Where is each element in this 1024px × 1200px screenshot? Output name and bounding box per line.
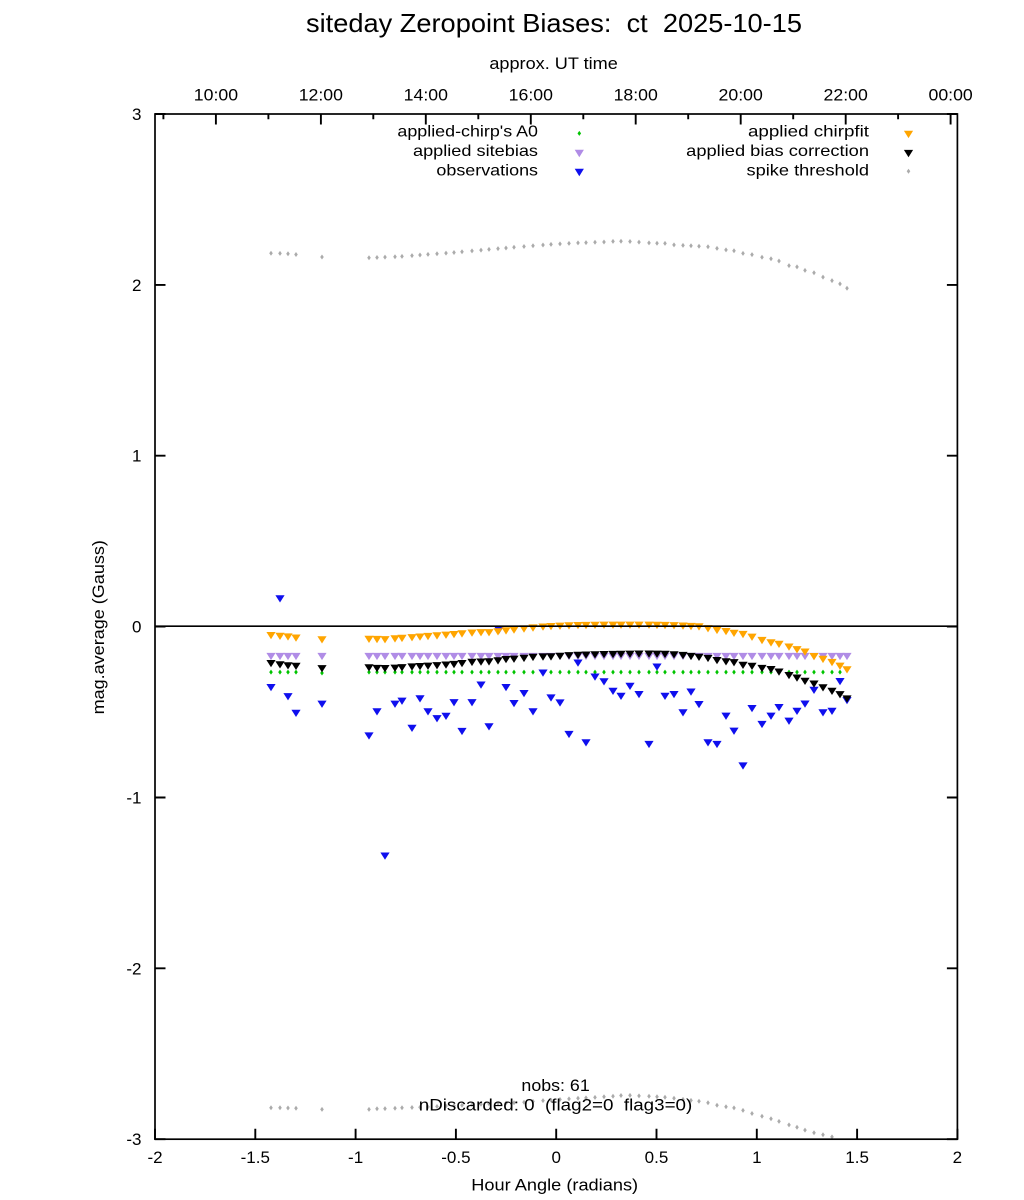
svg-text:16:00: 16:00 [509,85,553,104]
svg-text:-0.5: -0.5 [441,1148,470,1167]
svg-text:0: 0 [551,1148,560,1167]
svg-text:nobs: 61: nobs: 61 [521,1076,589,1095]
svg-text:applied chirpfit: applied chirpfit [748,123,870,140]
svg-text:2: 2 [953,1148,962,1167]
svg-text:14:00: 14:00 [404,85,448,104]
svg-text:-1.5: -1.5 [241,1148,270,1167]
svg-text:2: 2 [132,276,141,295]
svg-text:20:00: 20:00 [719,85,763,104]
svg-text:applied-chirp's A0: applied-chirp's A0 [397,123,538,140]
svg-text:spike threshold: spike threshold [747,162,870,179]
svg-text:-1: -1 [126,788,141,807]
svg-text:-1: -1 [348,1148,363,1167]
svg-text:mag.average (Gauss): mag.average (Gauss) [89,540,108,714]
svg-text:nDiscarded: 0 (flag2=0 flag3: nDiscarded: 0 (flag2=0 flag3=0) [419,1095,693,1114]
svg-text:1: 1 [132,447,141,466]
svg-text:22:00: 22:00 [824,85,868,104]
svg-text:approx. UT time: approx. UT time [489,54,618,73]
svg-text:12:00: 12:00 [299,85,343,104]
svg-text:00:00: 00:00 [928,85,972,104]
svg-text:0.5: 0.5 [645,1148,669,1167]
svg-text:1: 1 [752,1148,761,1167]
svg-text:3: 3 [132,105,141,124]
svg-text:Hour Angle (radians): Hour Angle (radians) [471,1176,638,1195]
svg-text:observations: observations [436,162,538,179]
svg-text:applied sitebias: applied sitebias [413,143,538,160]
svg-text:0: 0 [132,618,141,637]
svg-text:-2: -2 [147,1148,162,1167]
svg-text:18:00: 18:00 [614,85,658,104]
svg-text:10:00: 10:00 [194,85,238,104]
svg-text:1.5: 1.5 [845,1148,869,1167]
svg-text:-2: -2 [126,959,141,978]
svg-text:applied bias correction: applied bias correction [686,143,869,160]
svg-text:-3: -3 [126,1130,141,1149]
svg-text:siteday Zeropoint Biases: ct: siteday Zeropoint Biases: ct 2025-10-15 [306,8,802,38]
